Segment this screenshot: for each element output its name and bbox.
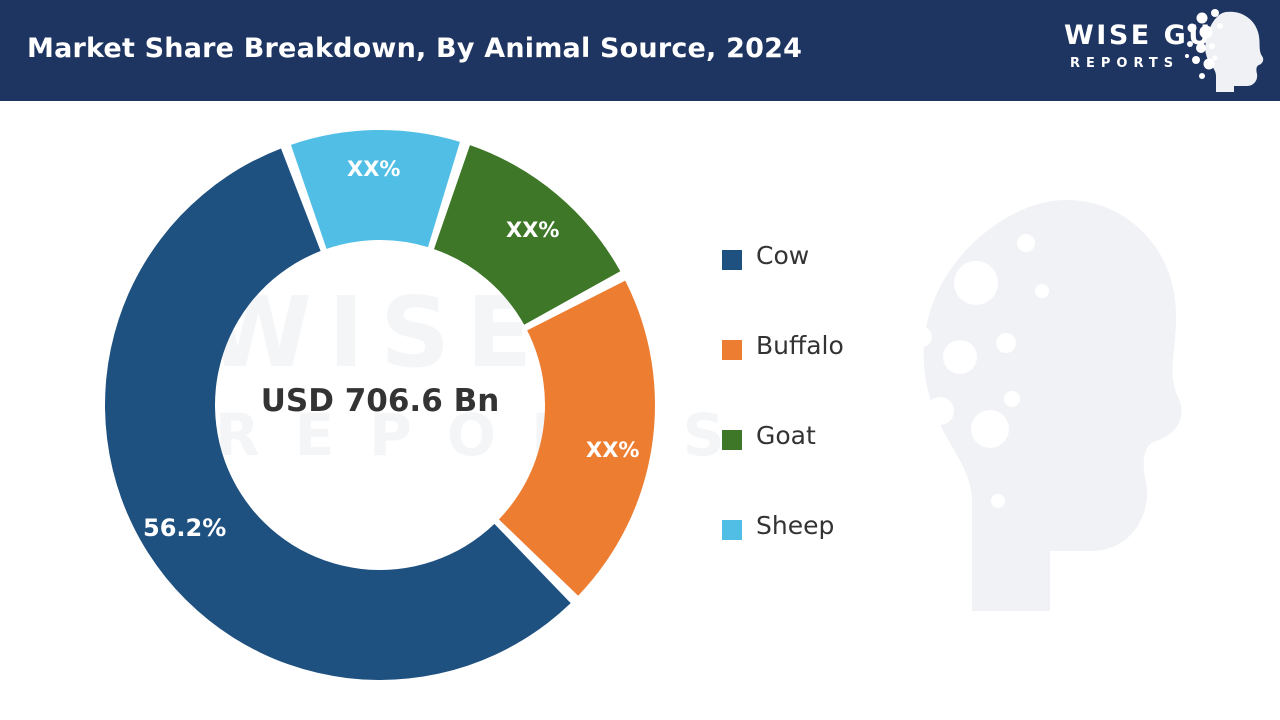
legend: Cow Buffalo Goat Sheep	[722, 241, 972, 601]
header-bar: Market Share Breakdown, By Animal Source…	[0, 0, 1280, 101]
slice-label-goat: XX%	[506, 218, 560, 242]
legend-item-goat[interactable]: Goat	[722, 421, 972, 511]
legend-label-sheep: Sheep	[756, 511, 835, 540]
legend-label-buffalo: Buffalo	[756, 331, 844, 360]
donut-slice-buffalo[interactable]	[498, 280, 655, 596]
logo-head-icon	[1185, 9, 1264, 92]
legend-item-cow[interactable]: Cow	[722, 241, 972, 331]
legend-swatch-cow	[722, 250, 742, 270]
legend-swatch-goat	[722, 430, 742, 450]
legend-swatch-sheep	[722, 520, 742, 540]
slice-label-sheep: XX%	[347, 157, 401, 181]
legend-item-buffalo[interactable]: Buffalo	[722, 331, 972, 421]
legend-label-cow: Cow	[756, 241, 810, 270]
donut-center-label: USD 706.6 Bn	[260, 383, 500, 419]
donut-chart[interactable]	[105, 130, 655, 680]
donut-slice-sheep[interactable]	[290, 130, 460, 249]
page-title: Market Share Breakdown, By Animal Source…	[27, 33, 803, 64]
logo: WISE GUY REPORTS	[1062, 6, 1272, 94]
slice-label-cow: 56.2%	[143, 514, 227, 542]
slice-label-buffalo: XX%	[586, 438, 640, 462]
legend-item-sheep[interactable]: Sheep	[722, 511, 972, 601]
legend-swatch-buffalo	[722, 340, 742, 360]
chart-body: WISE REPORTS	[0, 101, 1280, 720]
logo-sub-text: REPORTS	[1070, 56, 1180, 71]
donut-slice-cow[interactable]	[105, 148, 571, 680]
donut-slice-goat[interactable]	[433, 145, 621, 325]
legend-label-goat: Goat	[756, 421, 816, 450]
